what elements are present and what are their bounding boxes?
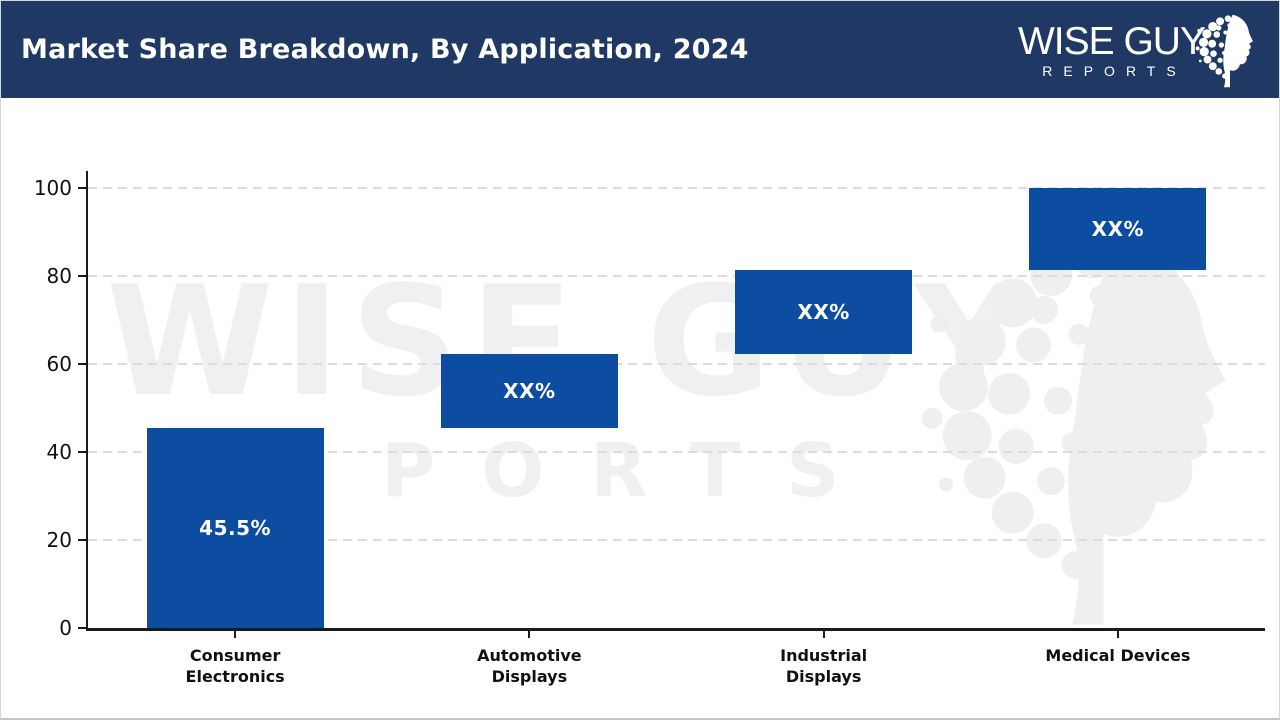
head-profile-icon	[1195, 14, 1254, 87]
header-bar: Market Share Breakdown, By Application, …	[1, 1, 1279, 98]
bar-segment: XX%	[1029, 187, 1207, 271]
y-axis-tick-mark	[78, 362, 86, 365]
y-axis-tick-mark	[78, 186, 86, 189]
gridline-20	[88, 538, 1265, 541]
gridline-60	[88, 362, 1265, 365]
bar-segment: XX%	[735, 270, 913, 354]
x-axis-category-label: Medical Devices	[1045, 646, 1191, 665]
y-axis-tick-label: 100	[33, 175, 72, 200]
bar-value-label: XX%	[797, 299, 850, 324]
y-axis-tick-label: 80	[46, 263, 72, 288]
bar-segment: 45.5%	[146, 427, 324, 628]
x-axis-tick-mark	[528, 631, 531, 638]
logo-subtitle: REPORTS	[1042, 62, 1187, 79]
wiseguy-logo: WISE GUY REPORTS	[1018, 12, 1261, 88]
logo-text: WISE GUY REPORTS	[1017, 19, 1206, 79]
plot-area: 0 20 40 60 80 100 45.5% Consumer Electronics XX% A…	[34, 171, 1265, 686]
bar-segment: XX%	[440, 353, 618, 428]
page-title: Market Share Breakdown, By Application, …	[21, 34, 749, 65]
y-axis-tick-label: 20	[46, 527, 72, 552]
gridline-40	[88, 450, 1265, 453]
y-axis-tick-label: 60	[46, 351, 72, 376]
x-axis-tick-mark	[822, 631, 825, 638]
y-axis-tick-mark	[78, 274, 86, 277]
y-axis-tick-mark	[78, 450, 86, 453]
x-axis-tick-mark	[1116, 631, 1119, 638]
watermark-head-graphic	[921, 239, 1226, 625]
y-axis-tick-mark	[78, 538, 86, 541]
y-axis-tick-label: 40	[46, 439, 72, 464]
gridline-80	[88, 274, 1265, 277]
watermark-text-2: PORTS	[381, 428, 886, 514]
x-axis-category-label: Industrial Displays	[780, 646, 868, 686]
x-axis-category-label: Automotive Displays	[477, 646, 582, 686]
logo-name: WISE GUY	[1017, 19, 1206, 63]
y-axis-tick-label: 0	[59, 616, 72, 640]
y-axis-tick-mark	[78, 627, 86, 629]
bar-value-label: XX%	[503, 378, 556, 403]
x-axis-tick-mark	[234, 631, 237, 638]
x-axis-category-label: Consumer Electronics	[185, 646, 285, 686]
bar-value-label: XX%	[1091, 216, 1145, 241]
chart-area: WISE GUY PORTS 0 20 40 60 80 100 45.5% Consumer…	[1, 98, 1279, 718]
bar-value-label: 45.5%	[199, 515, 272, 540]
gridline-100	[88, 186, 1265, 189]
